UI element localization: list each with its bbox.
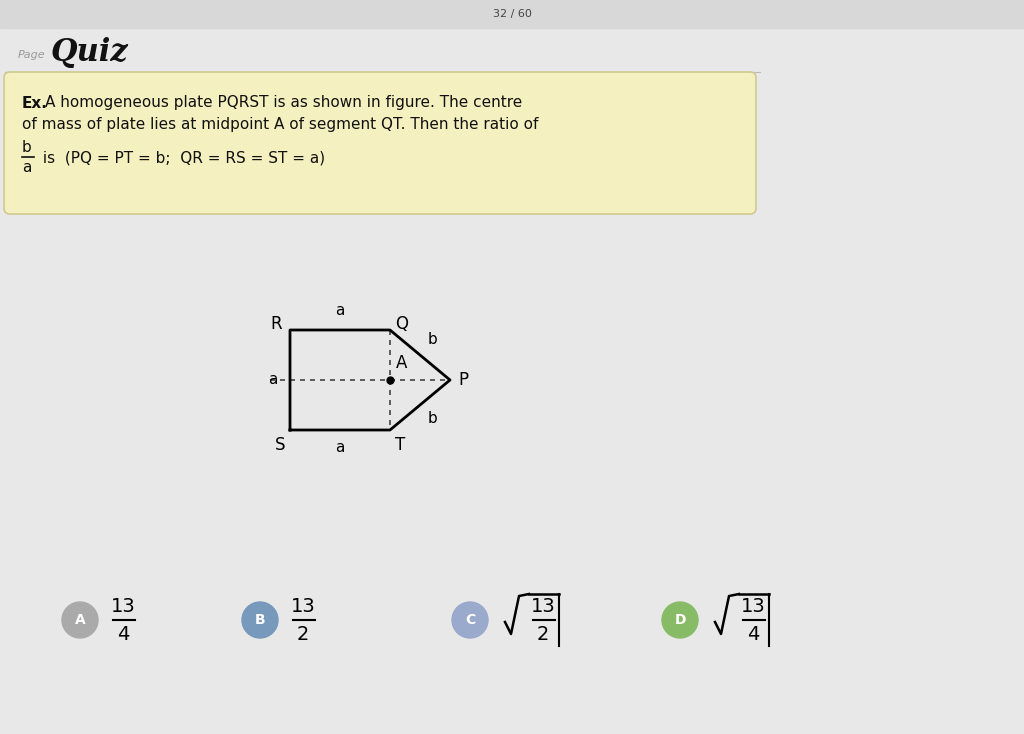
Text: a: a: [335, 440, 345, 455]
Text: C: C: [465, 613, 475, 627]
Circle shape: [662, 602, 698, 638]
Text: 32 / 60: 32 / 60: [493, 9, 531, 19]
Circle shape: [62, 602, 98, 638]
Text: 13: 13: [740, 597, 765, 616]
Text: b: b: [428, 332, 437, 347]
Text: Q: Q: [395, 315, 408, 333]
Text: b: b: [428, 411, 437, 426]
Text: b: b: [22, 140, 32, 156]
Text: A: A: [75, 613, 85, 627]
Text: 13: 13: [111, 597, 135, 616]
Text: a: a: [22, 161, 32, 175]
Text: of mass of plate lies at midpoint A of segment QT. Then the ratio of: of mass of plate lies at midpoint A of s…: [22, 117, 539, 133]
Text: Ex.: Ex.: [22, 95, 48, 111]
Text: a: a: [335, 303, 345, 318]
Text: a: a: [268, 372, 278, 388]
Text: P: P: [458, 371, 468, 389]
Text: 4: 4: [117, 625, 129, 644]
Bar: [0, 0, 1024, 28]
Text: A homogeneous plate PQRST is as shown in figure. The centre: A homogeneous plate PQRST is as shown in…: [45, 95, 522, 111]
Text: D: D: [674, 613, 686, 627]
Text: A: A: [396, 354, 408, 372]
Text: 13: 13: [291, 597, 315, 616]
Text: 13: 13: [530, 597, 555, 616]
Text: 2: 2: [297, 625, 309, 644]
FancyBboxPatch shape: [4, 72, 756, 214]
Text: Quiz: Quiz: [50, 37, 128, 68]
Text: is  (PQ = PT = b;  QR = RS = ST = a): is (PQ = PT = b; QR = RS = ST = a): [38, 150, 326, 165]
Text: S: S: [274, 436, 285, 454]
Text: 2: 2: [537, 625, 549, 644]
Text: R: R: [270, 315, 282, 333]
Text: 4: 4: [746, 625, 759, 644]
Text: T: T: [395, 436, 406, 454]
Text: Page: Page: [18, 50, 46, 60]
Circle shape: [452, 602, 488, 638]
Text: B: B: [255, 613, 265, 627]
Circle shape: [242, 602, 278, 638]
